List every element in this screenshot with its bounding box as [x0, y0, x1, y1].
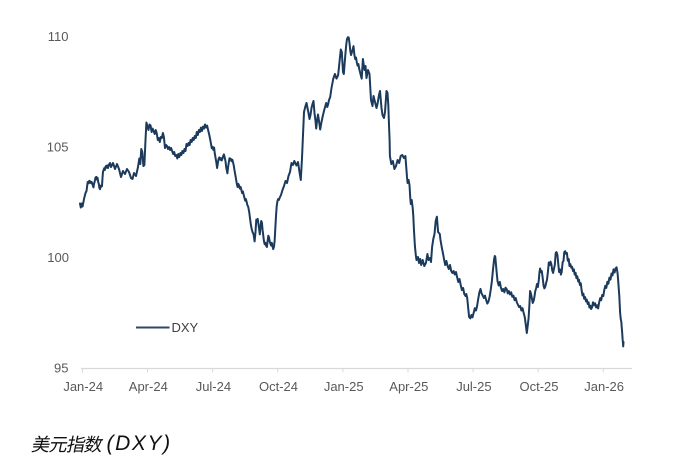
svg-text:Jul-24: Jul-24	[196, 379, 231, 394]
svg-text:110: 110	[48, 29, 69, 44]
svg-text:95: 95	[54, 361, 68, 376]
svg-text:Apr-25: Apr-25	[389, 379, 428, 394]
svg-text:DXY: DXY	[172, 320, 199, 335]
svg-text:Jul-25: Jul-25	[456, 379, 491, 394]
svg-text:Oct-24: Oct-24	[259, 379, 298, 394]
svg-text:Oct-25: Oct-25	[519, 379, 558, 394]
svg-text:Jan-26: Jan-26	[584, 379, 624, 394]
svg-text:105: 105	[47, 140, 69, 155]
svg-text:Apr-24: Apr-24	[129, 379, 168, 394]
svg-text:100: 100	[47, 250, 69, 265]
svg-text:(DXY): (DXY)	[107, 432, 172, 455]
svg-text:Jan-24: Jan-24	[63, 379, 103, 394]
svg-text:Jan-25: Jan-25	[324, 379, 364, 394]
